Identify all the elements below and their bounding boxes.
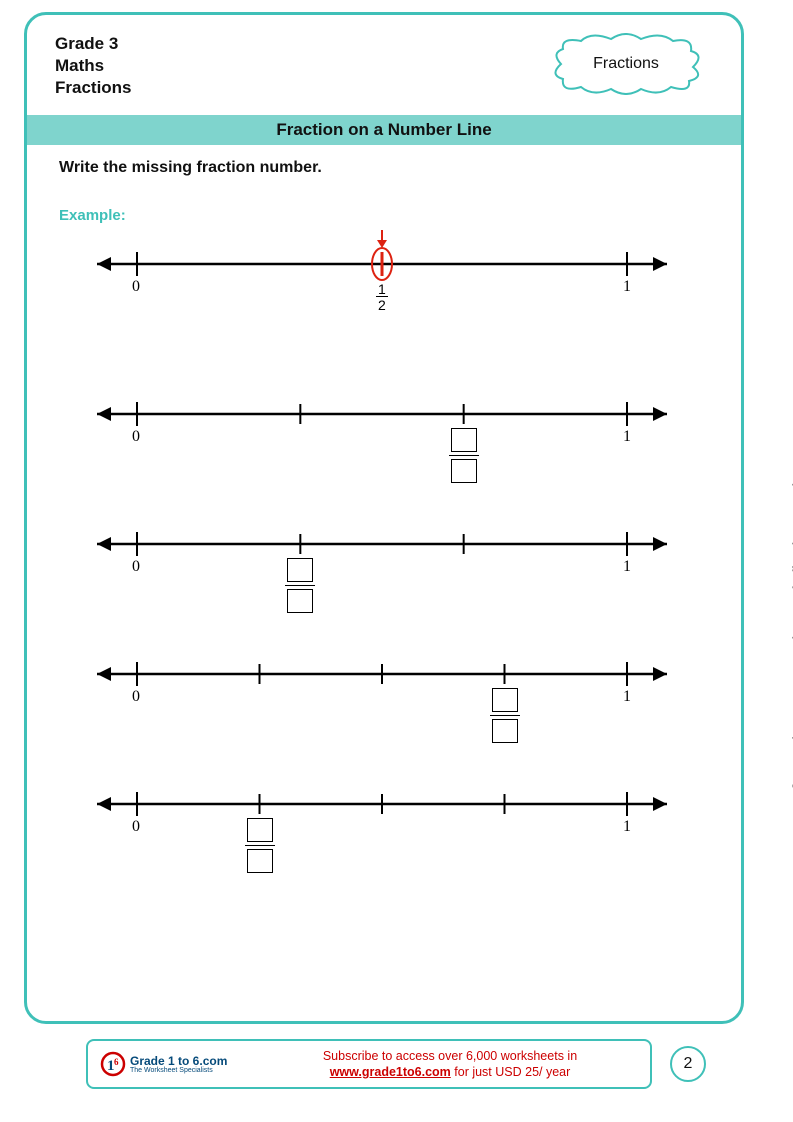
- answer-fraction-boxes: [245, 818, 275, 873]
- example-label: Example:: [27, 177, 741, 224]
- footer: 1 6 Grade 1 to 6.com The Worksheet Speci…: [86, 1038, 706, 1090]
- answer-box-numerator[interactable]: [451, 428, 477, 452]
- tick-label-one: 1: [623, 278, 631, 296]
- number-line-problem: 01: [67, 504, 701, 634]
- number-line-problem: 01: [67, 374, 701, 504]
- subject-label: Maths: [55, 55, 132, 77]
- example-fraction: 12: [376, 282, 388, 312]
- tick-label-zero: 0: [132, 558, 140, 576]
- number-line-problem: 01: [67, 764, 701, 894]
- subscribe-line1: Subscribe to access over 6,000 worksheet…: [323, 1049, 577, 1063]
- header: Grade 3 Maths Fractions Fractions: [27, 15, 741, 109]
- tick-label-zero: 0: [132, 818, 140, 836]
- answer-box-denominator[interactable]: [451, 459, 477, 483]
- answer-box-numerator[interactable]: [247, 818, 273, 842]
- answer-box-numerator[interactable]: [287, 558, 313, 582]
- tick-label-one: 1: [623, 818, 631, 836]
- copyright-text: © Copyright 2017 BeeOne Media Pvt. Ltd. …: [789, 480, 793, 790]
- worksheet-page: Grade 3 Maths Fractions Fractions Fracti…: [24, 12, 744, 1024]
- title-band: Fraction on a Number Line: [27, 115, 741, 145]
- subscribe-link[interactable]: www.grade1to6.com: [330, 1065, 451, 1079]
- page-number: 2: [670, 1046, 706, 1082]
- topic-label: Fractions: [55, 77, 132, 99]
- answer-fraction-boxes: [490, 688, 520, 743]
- instruction-text: Write the missing fraction number.: [27, 145, 741, 177]
- logo-text: Grade 1 to 6.com The Worksheet Specialis…: [130, 1055, 227, 1074]
- number-line-example: 0 1 12: [67, 224, 701, 374]
- tick-label-one: 1: [623, 688, 631, 706]
- footer-box: 1 6 Grade 1 to 6.com The Worksheet Speci…: [86, 1039, 652, 1089]
- brand-logo: 1 6 Grade 1 to 6.com The Worksheet Speci…: [100, 1051, 250, 1077]
- cloud-label: Fractions: [593, 55, 659, 73]
- logo-icon: 1 6: [100, 1051, 126, 1077]
- topic-cloud: Fractions: [541, 33, 711, 95]
- subscribe-text: Subscribe to access over 6,000 worksheet…: [262, 1048, 638, 1081]
- answer-box-denominator[interactable]: [492, 719, 518, 743]
- tick-label-zero: 0: [132, 688, 140, 706]
- number-lines-container: 0112 01 01 01: [27, 224, 741, 894]
- logo-line1: Grade 1 to 6.com: [130, 1055, 227, 1067]
- header-left: Grade 3 Maths Fractions: [55, 33, 132, 99]
- answer-box-denominator[interactable]: [287, 589, 313, 613]
- answer-box-numerator[interactable]: [492, 688, 518, 712]
- tick-label-zero: 0: [132, 428, 140, 446]
- tick-label-one: 1: [623, 558, 631, 576]
- answer-box-denominator[interactable]: [247, 849, 273, 873]
- page-number-value: 2: [684, 1055, 693, 1073]
- logo-line2: The Worksheet Specialists: [130, 1067, 227, 1074]
- answer-fraction-boxes: [449, 428, 479, 483]
- worksheet-title: Fraction on a Number Line: [276, 120, 491, 140]
- tick-label-one: 1: [623, 428, 631, 446]
- svg-text:6: 6: [114, 1057, 119, 1067]
- tick-label-zero: 0: [132, 278, 140, 296]
- answer-fraction-boxes: [285, 558, 315, 613]
- subscribe-line2: for just USD 25/ year: [451, 1065, 571, 1079]
- grade-label: Grade 3: [55, 33, 132, 55]
- number-line-problem: 01: [67, 634, 701, 764]
